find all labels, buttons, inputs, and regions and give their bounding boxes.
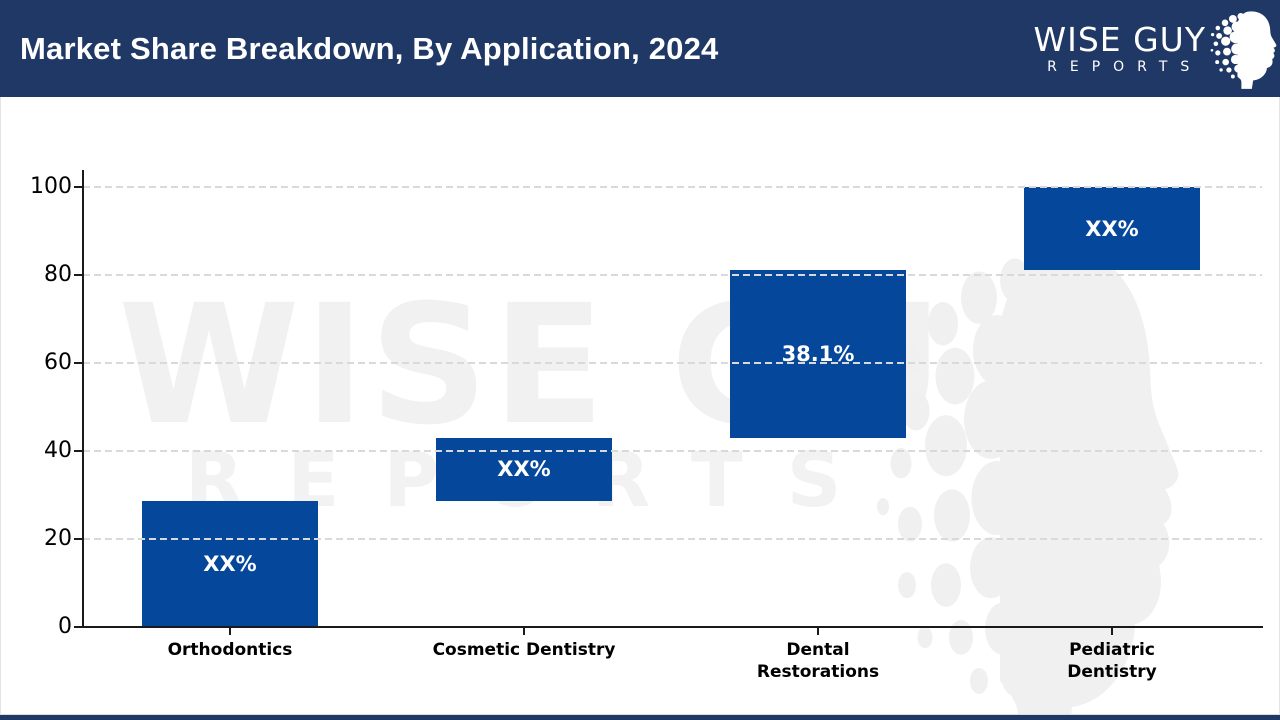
header-bar: Market Share Breakdown, By Application, … [0,0,1280,97]
bar-orthodontics [142,501,318,627]
logo-wordmark: WISE GUY [1033,20,1206,59]
y-tick-mark [74,450,82,452]
gridline-80 [83,274,1262,276]
y-tick-mark [74,362,82,364]
x-tick-mark [229,628,231,635]
y-tick-label: 100 [30,174,72,199]
chart-title: Market Share Breakdown, By Application, … [20,30,719,66]
x-category-label: Pediatric Dentistry [1067,640,1157,683]
x-tick-mark [817,628,819,635]
bar-value-label: XX% [1085,216,1139,241]
x-category-label: Orthodontics [167,640,293,660]
bar-value-label: XX% [203,552,257,577]
y-tick-mark [74,186,82,188]
x-category-label: Dental Restorations [756,640,880,683]
y-tick-label: 80 [44,262,72,287]
x-category-label: Cosmetic Dentistry [432,640,616,660]
bottom-hairline [0,714,1280,715]
gridline-60 [83,362,1262,364]
bar-pediatric-dentistry [1024,187,1200,271]
y-tick-mark [74,274,82,276]
bar-dental-restorations [730,270,906,438]
y-tick-mark [74,626,82,628]
y-tick-label: 20 [44,526,72,551]
logo-text: WISE GUY REPORTS [1033,23,1206,74]
logo-subtitle: REPORTS [1047,59,1203,75]
y-tick-label: 40 [44,438,72,463]
gridline-40 [83,450,1262,452]
wiseguy-logo: WISE GUY REPORTS [1033,0,1280,97]
logo-head-icon [1210,10,1277,89]
x-tick-mark [1111,628,1113,635]
gridline-20 [83,538,1262,540]
y-tick-label: 60 [44,350,72,375]
footer-bar [0,715,1280,720]
gridline-100 [83,186,1262,188]
bar-value-label: XX% [497,457,551,482]
watermark-head-icon [877,247,1179,720]
y-axis-spine [82,170,84,628]
bar-cosmetic-dentistry [436,437,612,502]
y-tick-mark [74,538,82,540]
x-tick-mark [523,628,525,635]
bar-value-label: 38.1% [781,341,855,366]
x-axis-spine [82,626,1263,628]
y-tick-label: 0 [58,614,72,639]
